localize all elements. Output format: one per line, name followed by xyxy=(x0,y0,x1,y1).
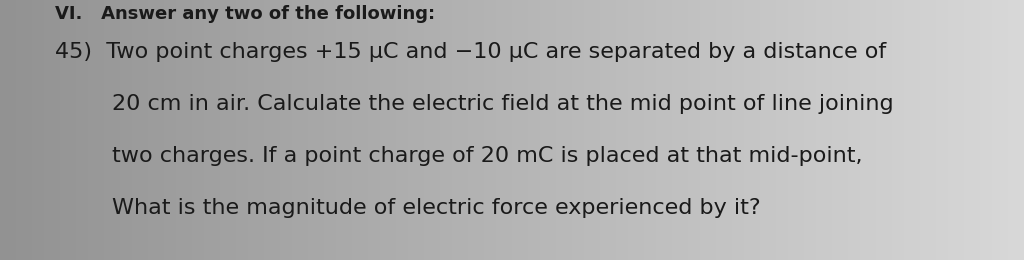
Text: VI.   Answer any two of the following:: VI. Answer any two of the following: xyxy=(55,5,435,23)
Text: two charges. If a point charge of 20 mC is placed at that mid-point,: two charges. If a point charge of 20 mC … xyxy=(55,146,862,166)
Text: 20 cm in air. Calculate the electric field at the mid point of line joining: 20 cm in air. Calculate the electric fie… xyxy=(55,94,894,114)
Text: What is the magnitude of electric force experienced by it?: What is the magnitude of electric force … xyxy=(55,198,761,218)
Text: 45)  Two point charges +15 μC and −10 μC are separated by a distance of: 45) Two point charges +15 μC and −10 μC … xyxy=(55,42,886,62)
